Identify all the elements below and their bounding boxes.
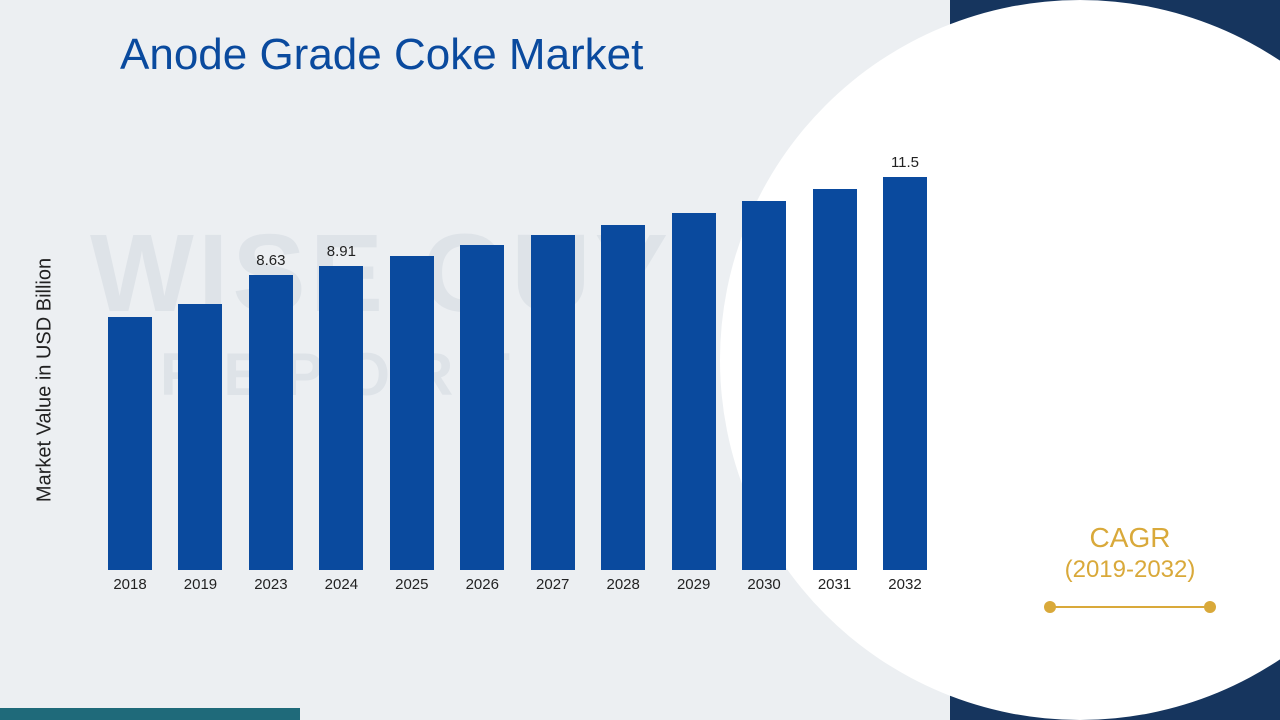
bar: [178, 304, 222, 571]
bar-wrap: 8.91: [311, 243, 371, 570]
logo-head-icon: [1166, 20, 1222, 76]
bar-wrap: 11.5: [875, 154, 935, 570]
bar-chart: Market Value in USD Billion 8.638.9111.5…: [55, 160, 935, 600]
cagr-value: 3.24%: [1020, 626, 1240, 660]
bar: [742, 201, 786, 570]
bar: [672, 213, 716, 570]
x-tick-label: 2025: [382, 570, 442, 600]
cagr-label: CAGR: [1020, 522, 1240, 554]
bottom-strip: [0, 708, 300, 720]
bar: [108, 317, 152, 570]
bar-wrap: [805, 166, 865, 570]
bar: [813, 189, 857, 570]
cagr-range: (2019-2032): [1020, 556, 1240, 584]
x-tick-label: 2027: [523, 570, 583, 600]
bar: [390, 256, 434, 570]
x-tick-label: 2019: [170, 570, 230, 600]
bars-container: 8.638.9111.5: [100, 160, 935, 570]
bar-wrap: [452, 222, 512, 570]
bar-value-label: 8.91: [327, 243, 356, 261]
bar-wrap: [664, 190, 724, 570]
x-tick-label: 2029: [664, 570, 724, 600]
plot-area: 8.638.9111.5: [100, 160, 935, 570]
bar-wrap: [734, 178, 794, 570]
x-tick-label: 2024: [311, 570, 371, 600]
x-tick-label: 2023: [241, 570, 301, 600]
bar: [883, 177, 927, 570]
x-tick-label: 2030: [734, 570, 794, 600]
chart-title: Anode Grade Coke Market: [120, 30, 643, 80]
x-tick-label: 2031: [805, 570, 865, 600]
bar-wrap: [170, 281, 230, 571]
bar-wrap: [523, 212, 583, 570]
bar: [319, 266, 363, 570]
x-tick-label: 2026: [452, 570, 512, 600]
report-canvas: WISE GUY REPORTS Anode Grade Coke Market…: [0, 0, 1280, 720]
bar-value-label: 11.5: [891, 154, 919, 172]
bar-wrap: [100, 294, 160, 570]
bar-wrap: 8.63: [241, 252, 301, 570]
bar-wrap: [382, 233, 442, 570]
bar: [531, 235, 575, 570]
x-tick-label: 2028: [593, 570, 653, 600]
bar: [249, 275, 293, 570]
y-axis-label: Market Value in USD Billion: [34, 258, 57, 502]
bar-wrap: [593, 202, 653, 570]
x-tick-label: 2032: [875, 570, 935, 600]
x-tick-label: 2018: [100, 570, 160, 600]
bar: [601, 225, 645, 570]
cagr-block: CAGR (2019-2032) 3.24%: [1020, 522, 1240, 660]
cagr-divider: [1050, 606, 1210, 608]
bar: [460, 245, 504, 570]
bar-value-label: 8.63: [256, 252, 285, 270]
brand-logo: WISE GUY R E P O R T S: [980, 20, 1250, 90]
logo-main-text: WISE GUY: [980, 29, 1158, 68]
x-axis-labels: 2018 2019 2023 2024 2025 2026 2027 2028 2029 2030…: [100, 570, 935, 600]
